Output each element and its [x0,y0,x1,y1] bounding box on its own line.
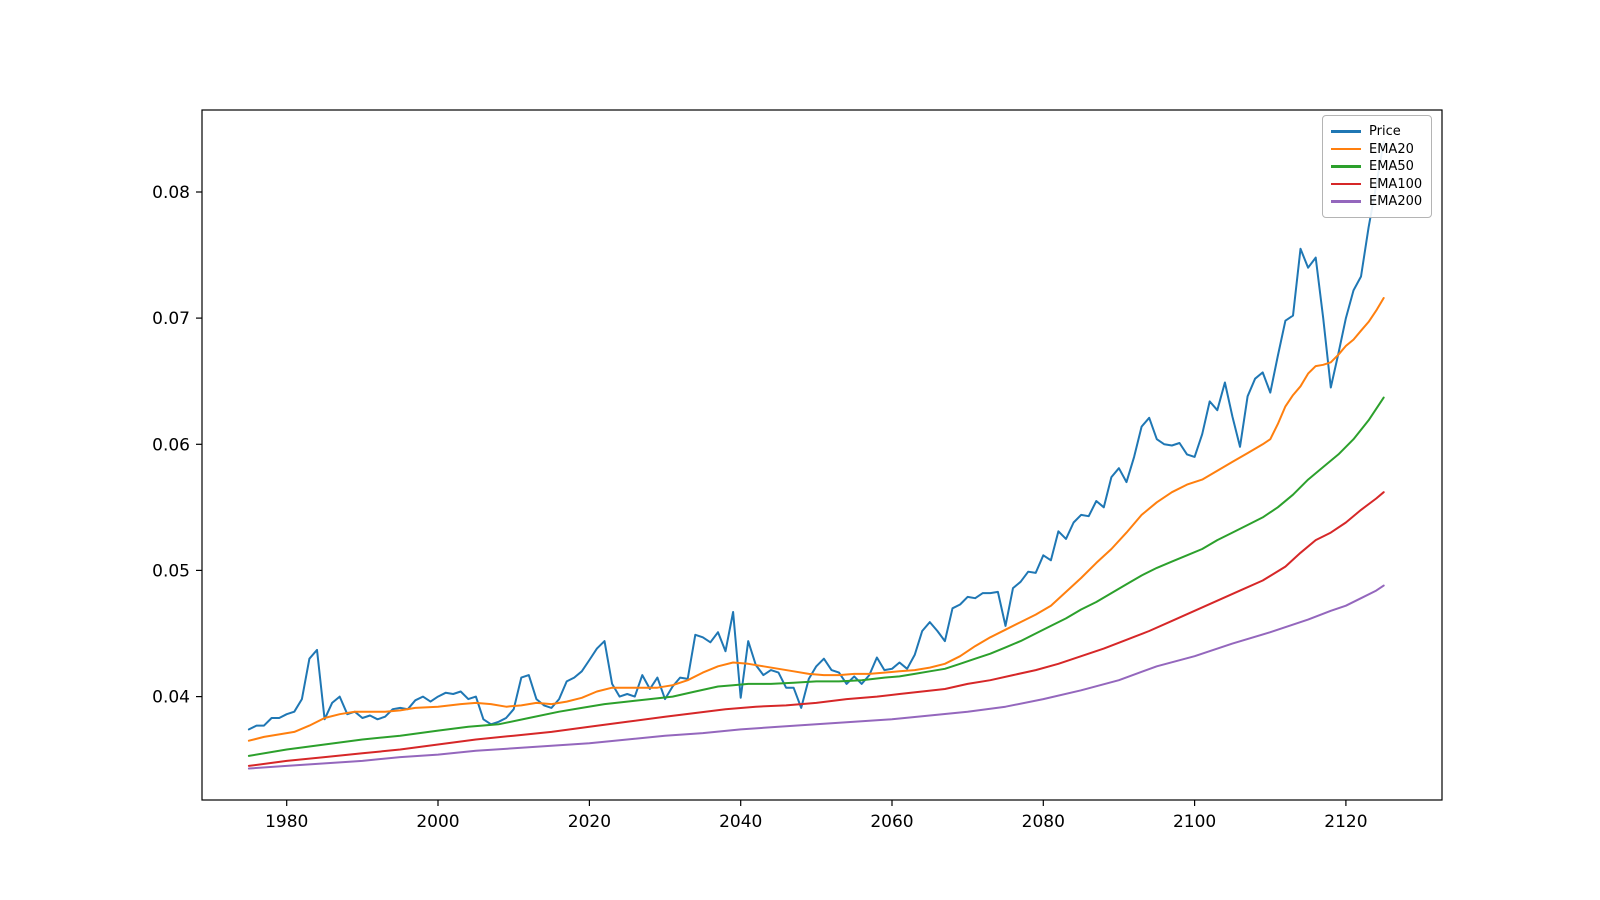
legend-label: EMA100 [1369,176,1423,192]
legend-line-swatch-ema20 [1331,147,1361,151]
legend-item-ema100: EMA100 [1331,176,1423,193]
y-tick-label: 0.08 [152,183,190,203]
axes-spines [201,109,1443,801]
legend-item-price: Price [1331,123,1423,140]
x-tick-label: 2040 [719,812,762,832]
x-tick-label: 2120 [1324,812,1367,832]
x-tick-label: 2060 [870,812,913,832]
y-tick-label: 0.06 [152,435,190,455]
series-line-ema100 [247,491,1385,767]
x-tick-label: 2020 [568,812,611,832]
x-tick-label: 2000 [416,812,459,832]
legend-label: EMA50 [1369,159,1414,174]
legend-item-ema200: EMA200 [1331,193,1423,210]
legend-line-swatch-ema100 [1331,182,1361,186]
series-line-ema20 [247,297,1385,742]
series-line-price [247,140,1385,731]
y-tick-label: 0.04 [152,688,190,708]
legend-line-swatch-price [1331,130,1361,133]
series-line-ema200 [247,584,1385,770]
y-tick-label: 0.07 [152,309,190,329]
x-tick-label: 2100 [1173,812,1216,832]
legend: Price EMA20 EMA50 EMA100 EMA200 [1322,115,1432,218]
legend-label: EMA20 [1369,141,1414,157]
legend-item-ema50: EMA50 [1331,158,1423,175]
legend-item-ema20: EMA20 [1331,141,1423,158]
legend-line-swatch-ema50 [1331,165,1361,168]
series-line-ema50 [247,396,1385,757]
legend-label: Price [1369,124,1401,139]
x-tick-label: 1980 [265,812,308,832]
x-tick-label: 2080 [1022,812,1065,832]
legend-label: EMA200 [1369,194,1423,209]
y-tick-label: 0.05 [152,561,190,581]
legend-line-swatch-ema200 [1331,200,1361,203]
